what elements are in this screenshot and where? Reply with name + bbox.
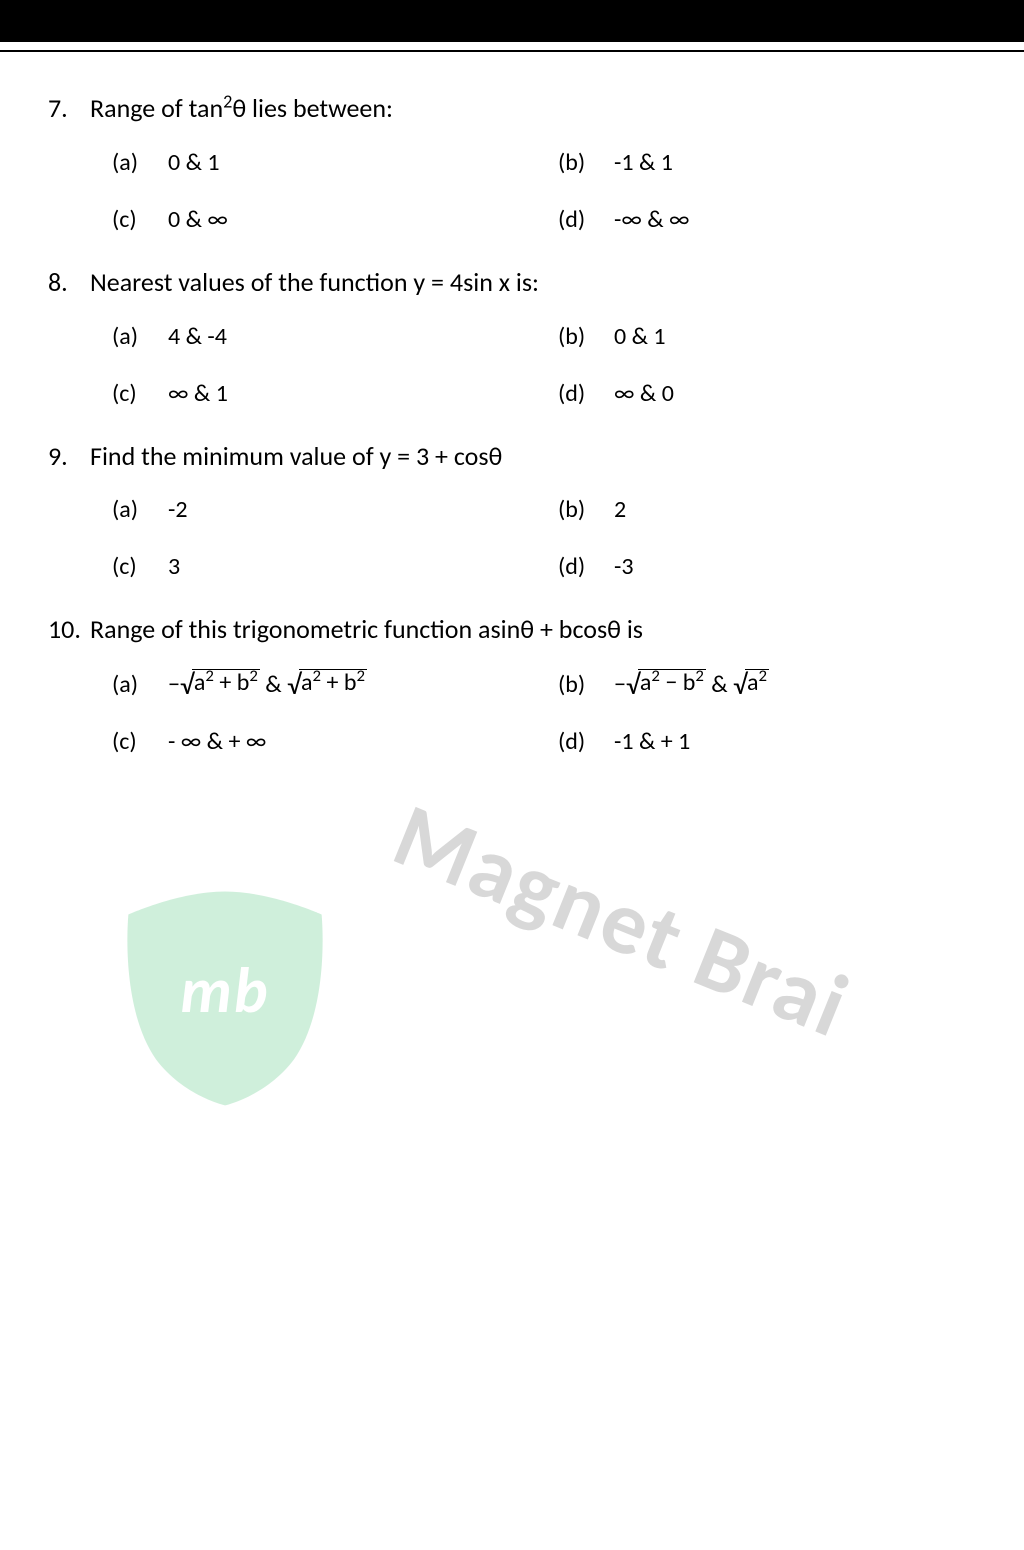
sqrt-body: a2 + b2 <box>192 669 260 695</box>
sqrt-body: a2 <box>745 669 769 695</box>
question-header: 9. Find the minimum value of y = 3 + cos… <box>48 440 984 474</box>
option-text: −√a2 − b2 & √a2 <box>614 669 769 699</box>
option-label: (c) <box>112 552 168 581</box>
question-number: 8. <box>48 266 90 300</box>
questions-container: 7. Range of tan2θ lies between: (a) 0 & … <box>0 52 1024 756</box>
option-b: (b) −√a2 − b2 & √a2 <box>558 669 984 699</box>
option-label: (c) <box>112 727 168 756</box>
ampersand: & <box>260 670 287 699</box>
option-label: (b) <box>558 148 614 177</box>
sqrt-expr: √a2 <box>733 669 769 697</box>
option-c: (c) ∞ & 1 <box>112 379 538 408</box>
option-d: (d) -1 & + 1 <box>558 727 984 756</box>
option-c: (c) - ∞ & + ∞ <box>112 727 538 756</box>
option-a: (a) 0 & 1 <box>112 148 538 177</box>
option-text: 0 & 1 <box>168 148 220 177</box>
option-label: (c) <box>112 379 168 408</box>
minus-sign: − <box>168 670 180 699</box>
options-grid: (a) −√a2 + b2 & √a2 + b2 (b) −√a2 − b2 &… <box>48 669 984 756</box>
option-text: 3 <box>168 552 180 581</box>
options-grid: (a) -2 (b) 2 (c) 3 (d) -3 <box>48 495 984 581</box>
option-label: (a) <box>112 495 168 524</box>
option-text: 2 <box>614 495 626 524</box>
top-black-bar <box>0 0 1024 42</box>
option-a: (a) -2 <box>112 495 538 524</box>
option-a: (a) 4 & -4 <box>112 322 538 351</box>
sqrt-expr: √a2 + b2 <box>180 669 260 697</box>
question-text: Range of tan2θ lies between: <box>90 92 393 126</box>
sqrt-body: a2 + b2 <box>299 669 367 695</box>
option-b: (b) 2 <box>558 495 984 524</box>
question-text: Nearest values of the function y = 4sin … <box>90 266 539 300</box>
option-text: ∞ & 1 <box>168 379 228 408</box>
radical-icon: √ <box>626 671 640 699</box>
option-b: (b) 0 & 1 <box>558 322 984 351</box>
option-text: 0 & ∞ <box>168 205 228 234</box>
option-text: −√a2 + b2 & √a2 + b2 <box>168 669 367 699</box>
option-text: - ∞ & + ∞ <box>168 727 266 756</box>
option-label: (a) <box>112 322 168 351</box>
option-c: (c) 0 & ∞ <box>112 205 538 234</box>
question-header: 7. Range of tan2θ lies between: <box>48 92 984 126</box>
minus-sign: − <box>614 670 626 699</box>
question-number: 7. <box>48 92 90 126</box>
option-label: (b) <box>558 495 614 524</box>
sqrt-expr: √a2 − b2 <box>626 669 706 697</box>
option-label: (d) <box>558 379 614 408</box>
question-text: Find the minimum value of y = 3 + cosθ <box>90 440 502 474</box>
option-label: (d) <box>558 552 614 581</box>
watermark-text: Magnet Brai <box>379 780 865 1062</box>
question-text: Range of this trigonometric function asi… <box>90 613 643 647</box>
option-label: (d) <box>558 727 614 756</box>
radical-icon: √ <box>287 671 301 699</box>
option-label: (a) <box>112 148 168 177</box>
option-text: ∞ & 0 <box>614 379 674 408</box>
option-text: 0 & 1 <box>614 322 666 351</box>
question-header: 8. Nearest values of the function y = 4s… <box>48 266 984 300</box>
option-b: (b) -1 & 1 <box>558 148 984 177</box>
option-label: (d) <box>558 205 614 234</box>
option-d: (d) -∞ & ∞ <box>558 205 984 234</box>
option-text: -1 & 1 <box>614 148 673 177</box>
watermark-badge-text: mb <box>110 952 340 1030</box>
option-d: (d) ∞ & 0 <box>558 379 984 408</box>
options-grid: (a) 0 & 1 (b) -1 & 1 (c) 0 & ∞ (d) -∞ & … <box>48 148 984 234</box>
option-text: -1 & + 1 <box>614 727 690 756</box>
option-a: (a) −√a2 + b2 & √a2 + b2 <box>112 669 538 699</box>
shield-icon <box>110 880 340 1110</box>
option-label: (a) <box>112 670 168 699</box>
sqrt-expr: √a2 + b2 <box>287 669 367 697</box>
ampersand: & <box>706 670 733 699</box>
question-8: 8. Nearest values of the function y = 4s… <box>48 266 984 408</box>
question-number: 10. <box>48 613 90 647</box>
question-header: 10. Range of this trigonometric function… <box>48 613 984 647</box>
question-7: 7. Range of tan2θ lies between: (a) 0 & … <box>48 92 984 234</box>
watermark-badge: mb <box>110 880 340 1110</box>
option-label: (c) <box>112 205 168 234</box>
radical-icon: √ <box>733 671 747 699</box>
question-number: 9. <box>48 440 90 474</box>
option-text: -2 <box>168 495 188 524</box>
options-grid: (a) 4 & -4 (b) 0 & 1 (c) ∞ & 1 (d) ∞ & 0 <box>48 322 984 408</box>
question-9: 9. Find the minimum value of y = 3 + cos… <box>48 440 984 582</box>
option-c: (c) 3 <box>112 552 538 581</box>
option-text: -3 <box>614 552 634 581</box>
radical-icon: √ <box>180 671 194 699</box>
option-label: (b) <box>558 322 614 351</box>
option-text: -∞ & ∞ <box>614 205 690 234</box>
option-text: 4 & -4 <box>168 322 227 351</box>
sqrt-body: a2 − b2 <box>638 669 706 695</box>
option-label: (b) <box>558 670 614 699</box>
question-10: 10. Range of this trigonometric function… <box>48 613 984 756</box>
option-d: (d) -3 <box>558 552 984 581</box>
